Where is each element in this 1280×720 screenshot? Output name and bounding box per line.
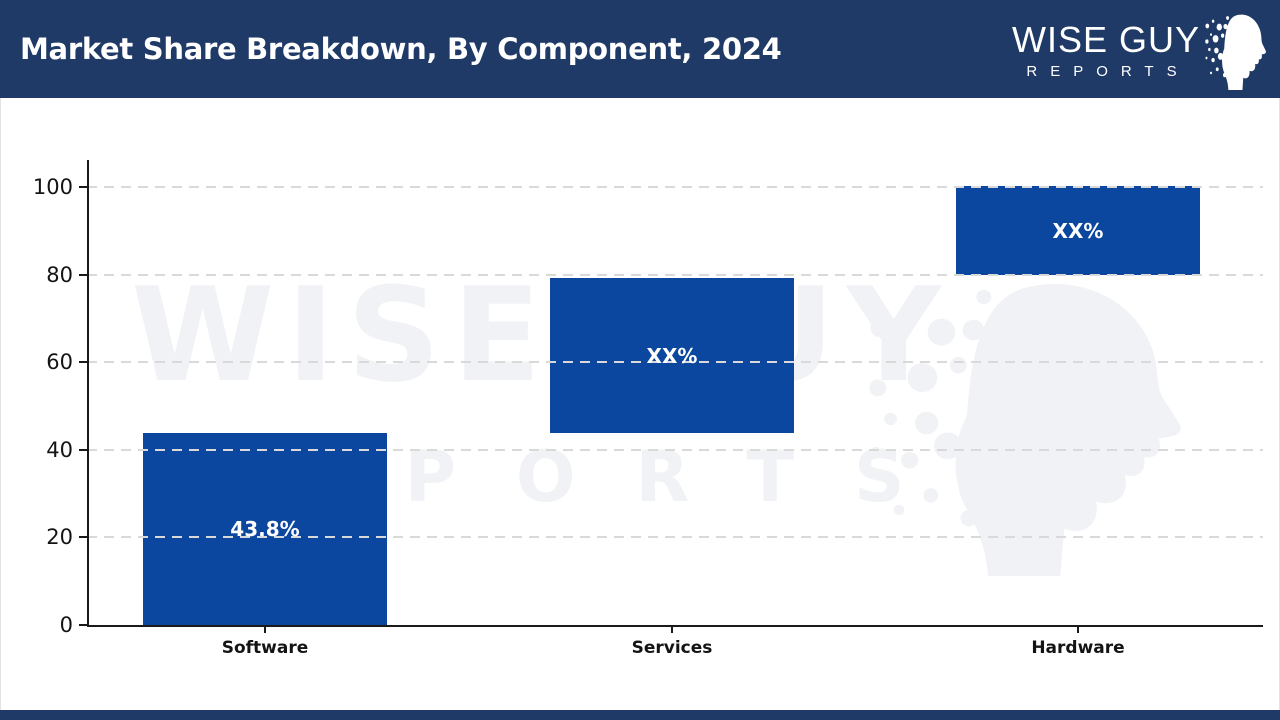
brand-logo: WISE GUY REPORTS: [1012, 8, 1266, 92]
bar-services: [550, 278, 794, 434]
wise-guy-head-icon: [1205, 14, 1266, 90]
brand-logo-text: WISE GUY REPORTS: [1011, 18, 1200, 80]
bar-value-label: 43.8%: [230, 517, 300, 542]
x-axis-line: [87, 625, 1263, 627]
y-tick: [79, 624, 87, 626]
x-tick: [1077, 625, 1079, 633]
gridline: [87, 448, 1263, 451]
bar-hardware: [956, 186, 1200, 276]
gridline: [87, 361, 1263, 364]
y-tick-label: 0: [59, 613, 73, 637]
x-tick: [671, 625, 673, 633]
y-tick-label: 80: [46, 262, 73, 287]
plot-area: WISE GUY REPORTS 43.8% XX% XX% 0 20 40 60 80 10…: [0, 98, 1280, 710]
bar-value-label: XX%: [646, 343, 698, 368]
y-tick-label: 40: [46, 437, 73, 462]
y-tick-label: 20: [46, 525, 73, 550]
gridline: [87, 536, 1263, 539]
bar-software: [143, 433, 387, 625]
logo-subtext: REPORTS: [1026, 62, 1190, 80]
x-tick: [264, 625, 266, 633]
y-tick: [79, 273, 87, 276]
y-axis-line: [87, 160, 89, 627]
header-bar: Market Share Breakdown, By Component, 20…: [0, 0, 1280, 98]
gridline: [87, 273, 1263, 276]
footer-bar: [0, 710, 1280, 720]
y-tick: [79, 536, 87, 539]
x-tick-label: Services: [631, 638, 713, 658]
chart-title: Market Share Breakdown, By Component, 20…: [20, 32, 782, 66]
x-tick-label: Hardware: [1031, 638, 1125, 658]
y-tick-label: 100: [32, 175, 73, 199]
logo-wordmark: WISE GUY: [1011, 18, 1200, 60]
bar-value-label: XX%: [1052, 218, 1104, 243]
x-tick-label: Software: [221, 638, 309, 658]
y-tick: [79, 361, 87, 364]
y-tick: [79, 186, 87, 188]
gridline: [87, 186, 1263, 188]
y-tick: [79, 448, 87, 451]
y-tick-label: 60: [46, 350, 73, 375]
